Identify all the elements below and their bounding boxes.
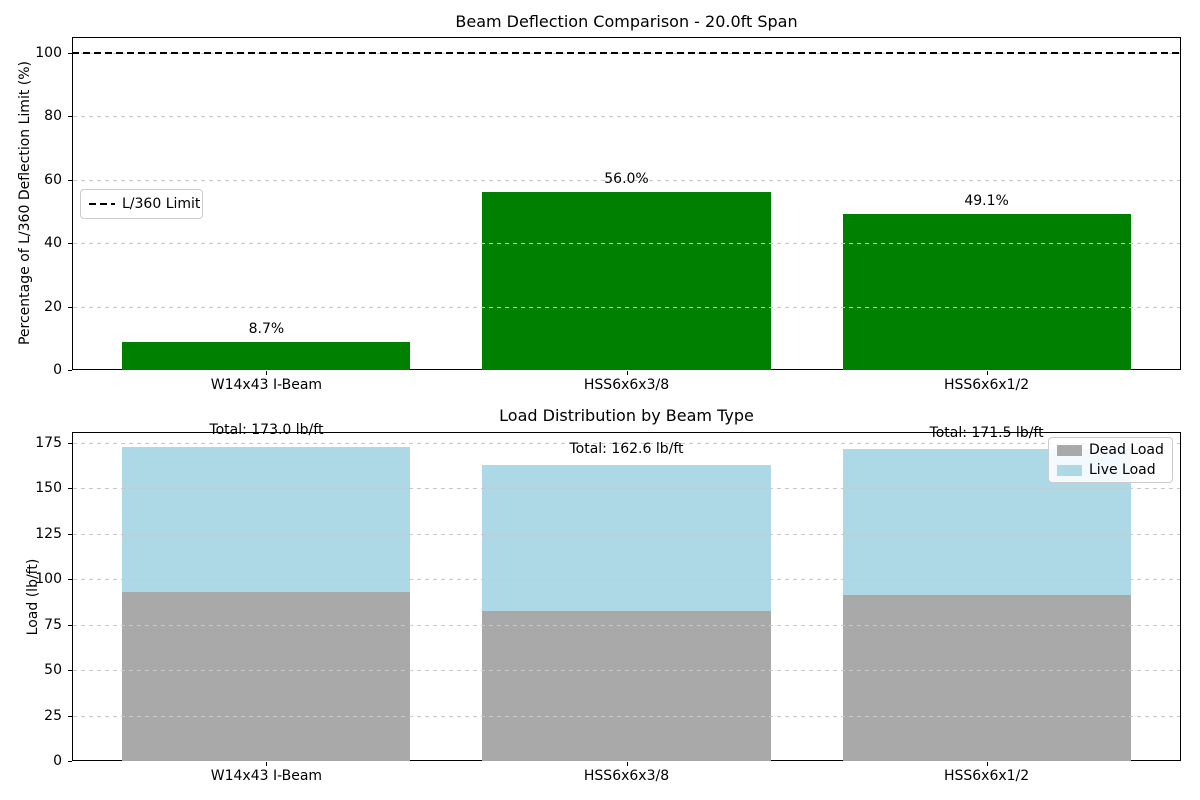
gridline xyxy=(73,306,1180,308)
bar xyxy=(842,214,1131,370)
y-tick-label: 25 xyxy=(44,707,62,724)
value-label: 8.7% xyxy=(248,321,285,338)
y-tick-label: 60 xyxy=(44,171,62,188)
y-tick-label: 0 xyxy=(53,362,62,378)
gridline xyxy=(73,179,1180,181)
y-tick xyxy=(68,533,72,535)
y-tick xyxy=(68,52,72,54)
legend-dash-swatch xyxy=(89,202,115,205)
x-tick xyxy=(986,762,988,766)
gridline xyxy=(73,670,1180,672)
total-label: Total: 173.0 lb/ft xyxy=(209,422,324,439)
y-tick xyxy=(68,488,72,490)
x-tick-label: HSS6x6x3/8 xyxy=(583,768,670,784)
reference-line xyxy=(72,51,1181,54)
x-tick xyxy=(626,371,628,375)
x-tick-label: W14x43 I-Beam xyxy=(210,768,323,784)
legend-item: Dead Load xyxy=(1057,442,1164,458)
total-label: Total: 171.5 lb/ft xyxy=(929,425,1044,442)
bar-segment xyxy=(122,591,411,761)
gridline xyxy=(73,533,1180,535)
x-tick xyxy=(626,762,628,766)
bar-segment xyxy=(842,594,1131,761)
legend-label: L/360 Limit xyxy=(122,195,201,212)
y-tick xyxy=(68,579,72,581)
y-tick-label: 125 xyxy=(35,525,62,542)
gridline xyxy=(73,715,1180,717)
value-label: 56.0% xyxy=(604,171,649,188)
y-tick xyxy=(68,116,72,118)
gridline xyxy=(73,442,1180,444)
y-tick xyxy=(68,624,72,626)
x-tick-label: HSS6x6x3/8 xyxy=(583,377,670,393)
y-tick xyxy=(68,670,72,672)
y-tick-label: 20 xyxy=(44,298,62,315)
y-tick-label: 75 xyxy=(44,616,62,633)
x-tick xyxy=(986,371,988,375)
gridline xyxy=(73,488,1180,490)
y-tick xyxy=(68,243,72,245)
bar-segment xyxy=(122,446,411,592)
y-tick-label: 40 xyxy=(44,235,62,252)
y-tick xyxy=(68,715,72,717)
legend-color-swatch xyxy=(1057,444,1082,456)
legend-label: Dead Load xyxy=(1089,442,1164,458)
legend-item: L/360 Limit xyxy=(89,196,200,212)
legend-color-swatch xyxy=(1057,464,1082,476)
gridline xyxy=(73,243,1180,245)
y-tick-label: 50 xyxy=(44,662,62,679)
x-tick-label: HSS6x6x1/2 xyxy=(943,768,1030,784)
y-tick xyxy=(68,370,72,371)
y-tick xyxy=(68,761,72,762)
gridline xyxy=(73,579,1180,581)
x-tick-label: W14x43 I-Beam xyxy=(210,377,323,393)
y-tick-label: 100 xyxy=(35,44,62,61)
y-tick xyxy=(68,442,72,444)
load-chart-title: Load Distribution by Beam Type xyxy=(499,406,754,425)
total-label: Total: 162.6 lb/ft xyxy=(569,441,684,458)
y-tick xyxy=(68,179,72,181)
value-label: 49.1% xyxy=(964,192,1009,209)
y-tick xyxy=(68,306,72,308)
deflection-chart-title: Beam Deflection Comparison - 20.0ft Span xyxy=(455,12,798,31)
legend: Dead Load Live Load xyxy=(1048,437,1173,483)
gridline xyxy=(73,624,1180,626)
x-tick-label: HSS6x6x1/2 xyxy=(943,377,1030,393)
y-tick-label: 100 xyxy=(35,571,62,588)
y-tick-label: 0 xyxy=(53,753,62,769)
legend: L/360 Limit xyxy=(80,188,203,219)
bar xyxy=(482,192,771,370)
y-tick-label: 80 xyxy=(44,108,62,125)
x-tick xyxy=(266,762,268,766)
gridline xyxy=(73,116,1180,118)
bar-segment xyxy=(482,465,771,611)
y-tick-label: 150 xyxy=(35,480,62,497)
bar xyxy=(122,342,411,370)
legend-item: Live Load xyxy=(1057,462,1164,478)
y-tick-label: 175 xyxy=(35,434,62,451)
x-tick xyxy=(266,371,268,375)
legend-label: Live Load xyxy=(1089,462,1156,478)
bar-segment xyxy=(482,610,771,761)
